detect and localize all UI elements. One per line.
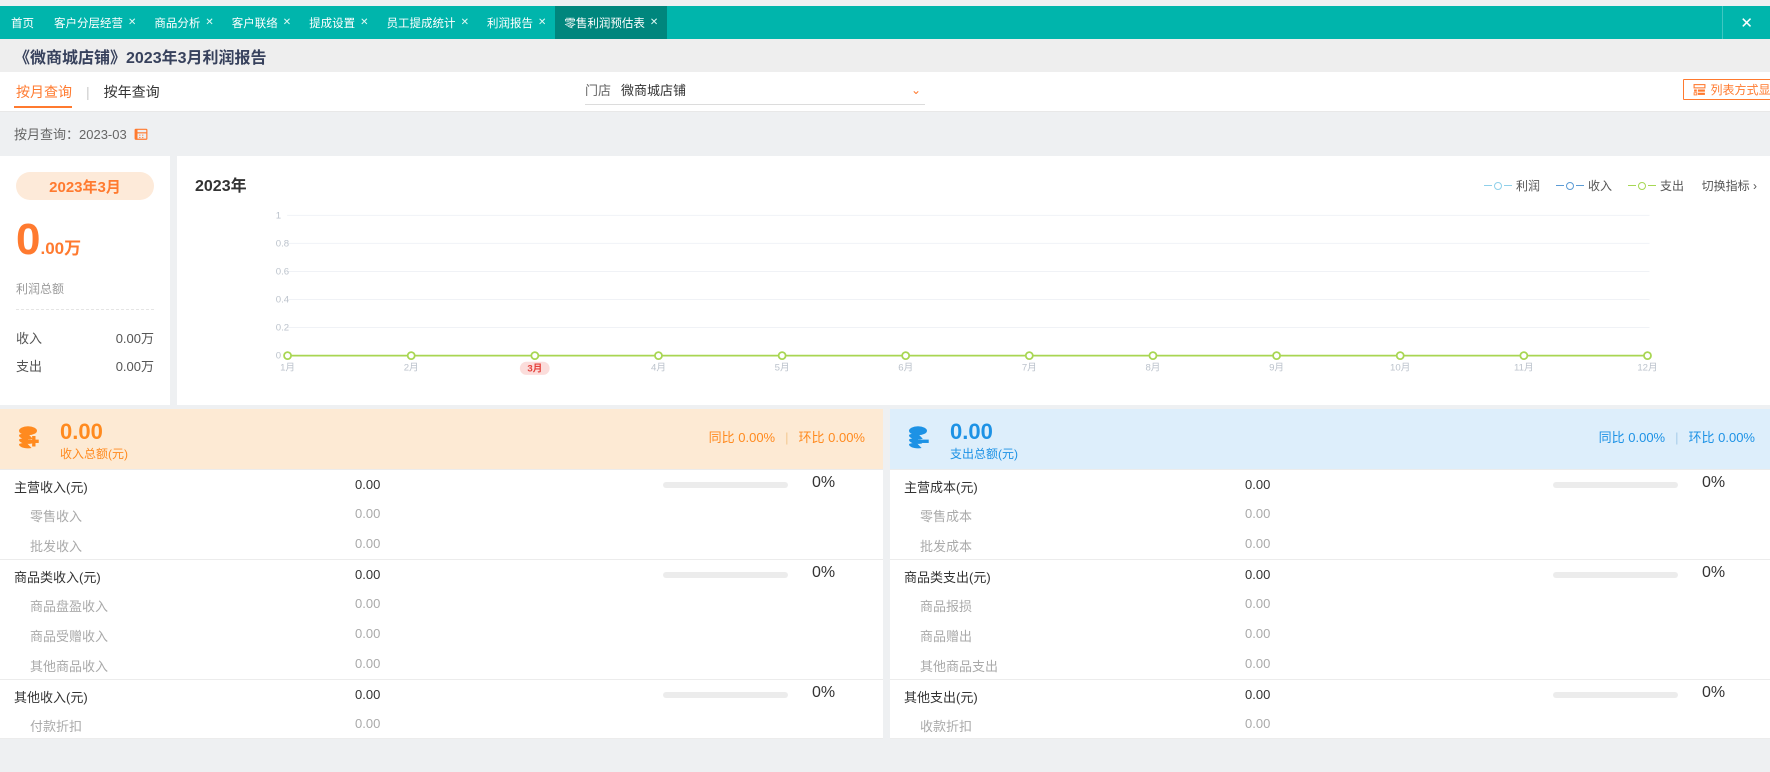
svg-text:5月: 5月 <box>775 363 790 374</box>
svg-text:1月: 1月 <box>280 363 295 374</box>
svg-text:0.4: 0.4 <box>276 294 290 305</box>
svg-text:4月: 4月 <box>651 363 666 374</box>
svg-text:11月: 11月 <box>1514 363 1534 374</box>
svg-text:6月: 6月 <box>898 363 913 374</box>
svg-text:0.2: 0.2 <box>276 322 289 333</box>
svg-text:9月: 9月 <box>1269 363 1284 374</box>
svg-text:10月: 10月 <box>1390 363 1410 374</box>
svg-text:3月: 3月 <box>527 363 542 374</box>
svg-text:2月: 2月 <box>404 363 419 374</box>
svg-text:8月: 8月 <box>1145 363 1160 374</box>
svg-text:0.6: 0.6 <box>276 266 289 277</box>
svg-text:7月: 7月 <box>1022 363 1037 374</box>
svg-text:0: 0 <box>276 350 281 361</box>
svg-text:0.8: 0.8 <box>276 238 289 249</box>
svg-text:1: 1 <box>276 210 281 221</box>
svg-text:12月: 12月 <box>1637 363 1657 374</box>
